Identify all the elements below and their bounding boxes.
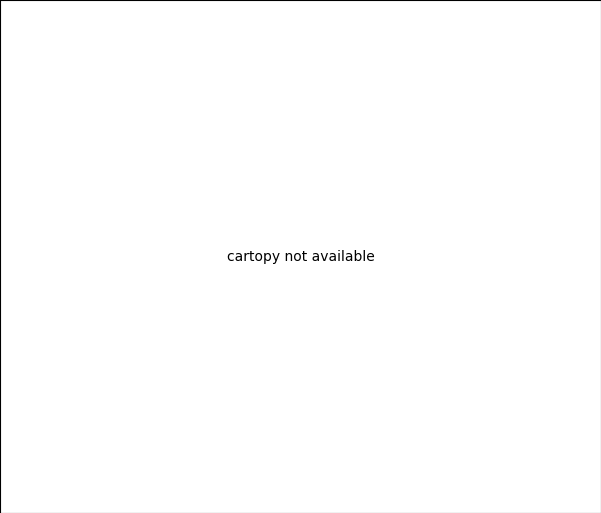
Text: cartopy not available: cartopy not available — [227, 249, 374, 264]
